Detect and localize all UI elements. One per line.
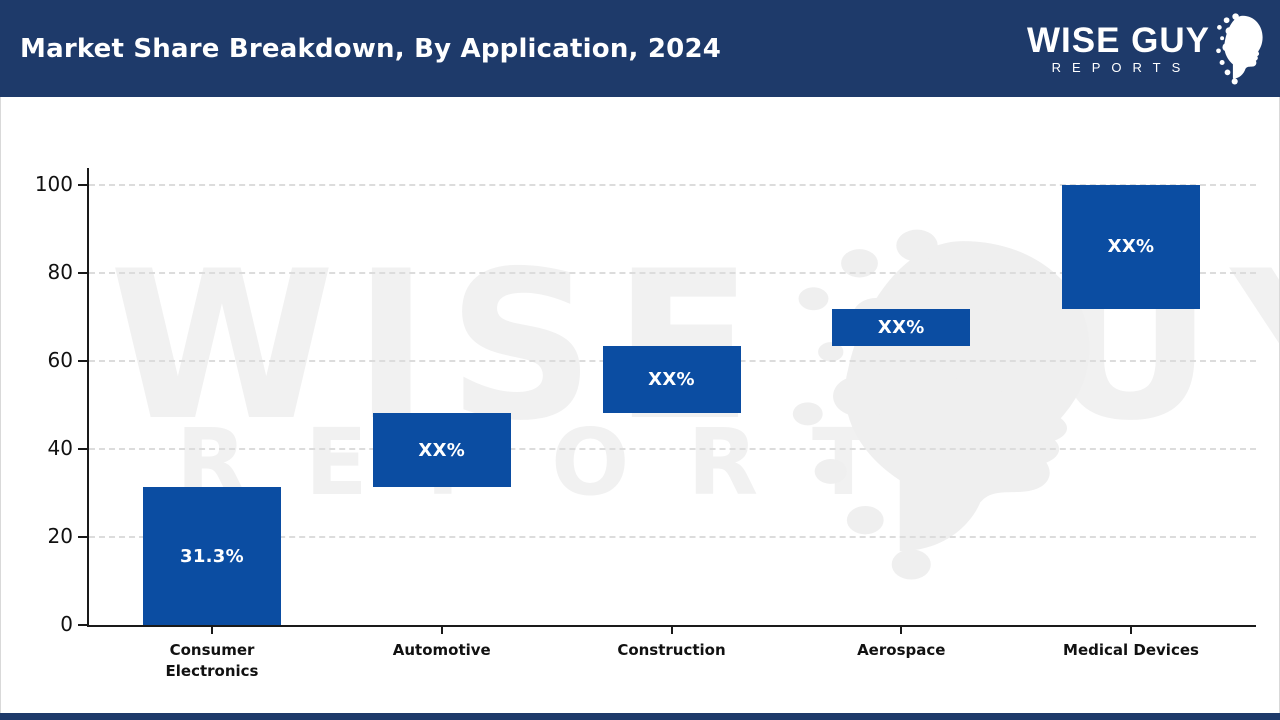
bar-consumer-electronics: 31.3%: [143, 487, 281, 625]
page-title: Market Share Breakdown, By Application, …: [20, 33, 722, 64]
logo-wordmark: WISE GUY: [1026, 21, 1210, 60]
x-category-label: Automotive: [392, 641, 491, 659]
y-axis-line: [87, 168, 89, 627]
x-category-label: Medical Devices: [1063, 641, 1199, 659]
bar-value-label: 31.3%: [180, 545, 244, 567]
y-gridline: [89, 448, 1256, 450]
x-axis-line: [87, 625, 1256, 627]
x-axis-tick: [1130, 627, 1132, 634]
y-gridline: [89, 272, 1256, 274]
x-axis-tick: [900, 627, 903, 634]
y-axis-tick: [78, 360, 87, 362]
x-category-label: Consumer Electronics: [165, 641, 259, 680]
x-category-label: Aerospace: [857, 641, 946, 659]
y-axis-tick: [78, 536, 87, 538]
header: Market Share Breakdown, By Application, …: [0, 0, 1280, 97]
y-tick-label: 60: [47, 348, 73, 372]
bar-medical-devices: XX%: [1062, 185, 1200, 309]
logo-head-icon: [1216, 12, 1263, 84]
bar-aerospace: XX%: [832, 308, 971, 347]
logo-subtitle: REPORTS: [1051, 60, 1192, 75]
y-axis-tick: [78, 448, 87, 450]
y-tick-label: 40: [47, 436, 73, 460]
logo-text: WISE GUY REPORTS: [1027, 23, 1210, 74]
bar-value-label: XX%: [648, 369, 695, 391]
wise-guy-logo: WISE GUY REPORTS: [1027, 9, 1280, 89]
y-axis-tick: [78, 272, 87, 274]
y-tick-label: 0: [60, 612, 73, 636]
y-gridline: [89, 184, 1256, 186]
x-axis-tick: [670, 627, 673, 634]
bar-value-label: XX%: [1107, 236, 1155, 258]
y-axis-tick: [78, 184, 87, 186]
footer-bar: [0, 713, 1280, 720]
x-category-label: Construction: [617, 641, 726, 659]
x-axis-tick: [440, 627, 443, 634]
bar-construction: XX%: [602, 346, 741, 413]
bar-value-label: XX%: [877, 317, 925, 339]
x-axis-tick: [211, 627, 213, 634]
y-axis-tick: [78, 624, 87, 626]
plot: 0 20 40 60 80 100 Consumer Electronics Automoti…: [1, 97, 1279, 713]
y-tick-label: 20: [47, 524, 73, 548]
y-gridline: [89, 536, 1256, 538]
y-tick-label: 100: [34, 172, 73, 196]
bar-value-label: XX%: [418, 439, 466, 461]
bar-automotive: XX%: [372, 412, 511, 488]
y-tick-label: 80: [47, 260, 73, 284]
